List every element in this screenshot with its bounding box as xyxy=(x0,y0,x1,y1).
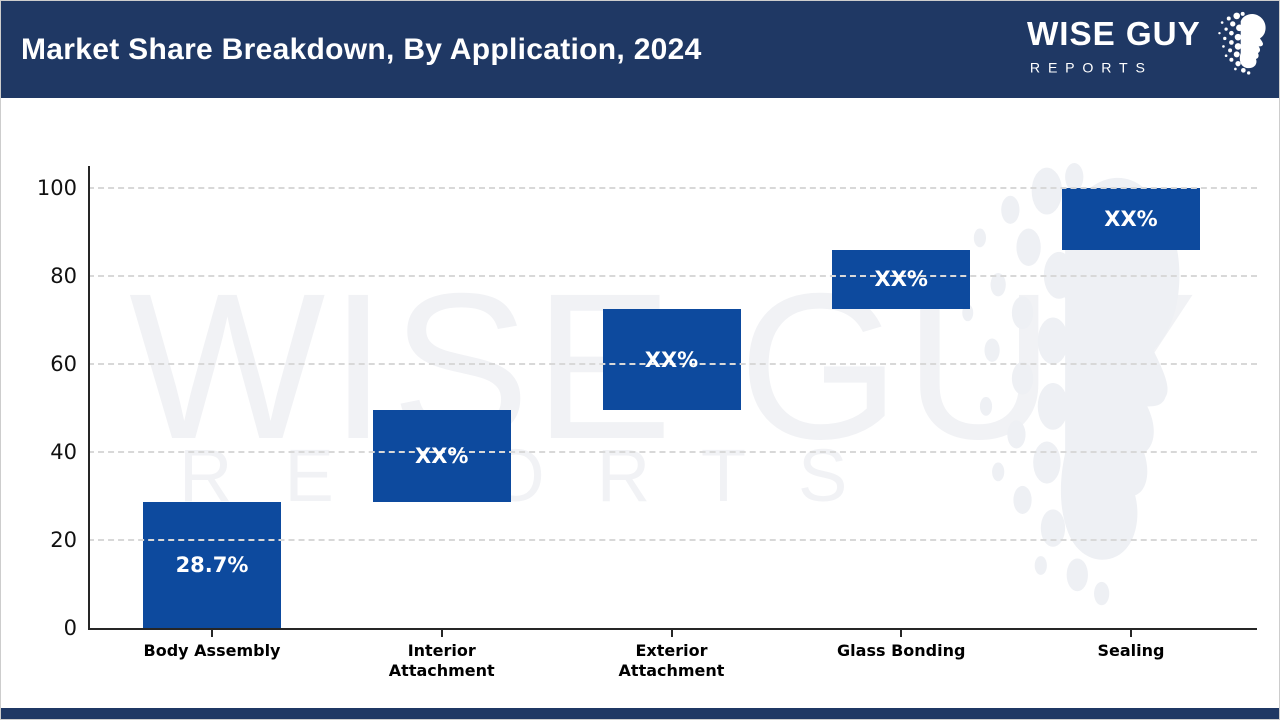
bar-2: XX% xyxy=(602,309,741,411)
bar-3: XX% xyxy=(832,249,971,309)
y-axis-spine xyxy=(88,166,90,630)
x-axis-spine xyxy=(88,628,1257,630)
bar-1: XX% xyxy=(372,410,511,502)
bar-label-1: XX% xyxy=(415,443,469,468)
footer-bar xyxy=(1,708,1279,719)
gridline-80 xyxy=(88,275,1257,277)
x-tick-label-3: Glass Bonding xyxy=(837,641,966,660)
logo-head-icon xyxy=(1218,11,1266,75)
x-tick-label-1: Interior Attachment xyxy=(388,641,495,680)
x-tick-mark-4 xyxy=(1130,630,1132,637)
bar-4: XX% xyxy=(1062,188,1200,250)
gridline-40 xyxy=(88,451,1257,453)
x-tick-label-4: Sealing xyxy=(1097,641,1165,660)
bar-0: 28.7% xyxy=(143,501,281,628)
x-tick-mark-3 xyxy=(900,630,903,637)
y-tick-label-60: 60 xyxy=(50,352,77,376)
bar-label-2: XX% xyxy=(644,347,699,372)
watermark-reports-text: REPORTS xyxy=(179,434,900,517)
x-tick-label-2: Exterior Attachment xyxy=(618,641,725,680)
x-tick-mark-1 xyxy=(440,630,443,637)
wise-guy-reports-logo: WISE GUY REPORTS xyxy=(1027,11,1266,75)
y-tick-label-100: 100 xyxy=(36,176,77,200)
x-tick-mark-0 xyxy=(211,630,213,637)
gridline-100 xyxy=(88,187,1257,189)
logo-wordmark: WISE GUY xyxy=(1027,16,1201,53)
y-tick-label-0: 0 xyxy=(63,616,77,640)
y-tick-label-40: 40 xyxy=(50,440,77,464)
bar-label-0: 28.7% xyxy=(175,552,249,577)
x-tick-label-0: Body Assembly xyxy=(143,641,281,660)
gridline-60 xyxy=(88,363,1257,365)
bar-label-3: XX% xyxy=(874,267,928,292)
header-bar: Market Share Breakdown, By Application, … xyxy=(1,1,1279,98)
logo-reports-text: REPORTS xyxy=(1030,59,1153,75)
bar-label-4: XX% xyxy=(1104,206,1158,231)
y-tick-label-20: 20 xyxy=(50,528,77,552)
page-title: Market Share Breakdown, By Application, … xyxy=(21,32,702,66)
gridline-20 xyxy=(88,539,1257,541)
x-tick-mark-2 xyxy=(670,630,673,637)
y-tick-label-80: 80 xyxy=(50,264,77,288)
